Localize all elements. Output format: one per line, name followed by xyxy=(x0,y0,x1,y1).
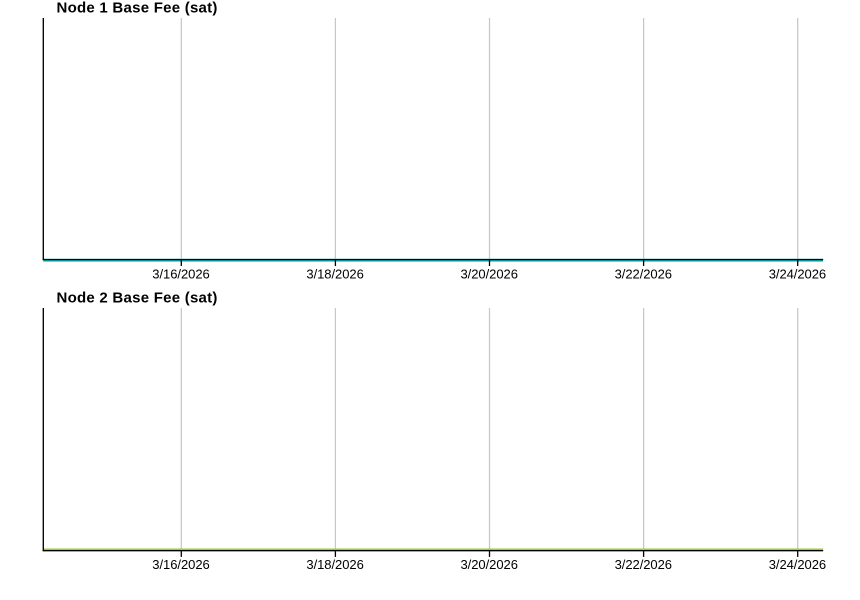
svg-text:3/20/2026: 3/20/2026 xyxy=(461,557,518,572)
svg-text:Node 1 Base Fee (sat): Node 1 Base Fee (sat) xyxy=(57,0,218,16)
svg-text:3/22/2026: 3/22/2026 xyxy=(615,557,672,572)
svg-text:3/22/2026: 3/22/2026 xyxy=(615,266,672,281)
svg-text:Node 2 Base Fee (sat): Node 2 Base Fee (sat) xyxy=(57,289,218,306)
svg-text:3/24/2026: 3/24/2026 xyxy=(769,557,826,572)
svg-text:3/16/2026: 3/16/2026 xyxy=(152,266,209,281)
svg-text:3/24/2026: 3/24/2026 xyxy=(769,266,826,281)
svg-text:3/18/2026: 3/18/2026 xyxy=(306,557,363,572)
svg-text:3/20/2026: 3/20/2026 xyxy=(461,266,518,281)
svg-text:3/18/2026: 3/18/2026 xyxy=(306,266,363,281)
svg-text:3/16/2026: 3/16/2026 xyxy=(152,557,209,572)
